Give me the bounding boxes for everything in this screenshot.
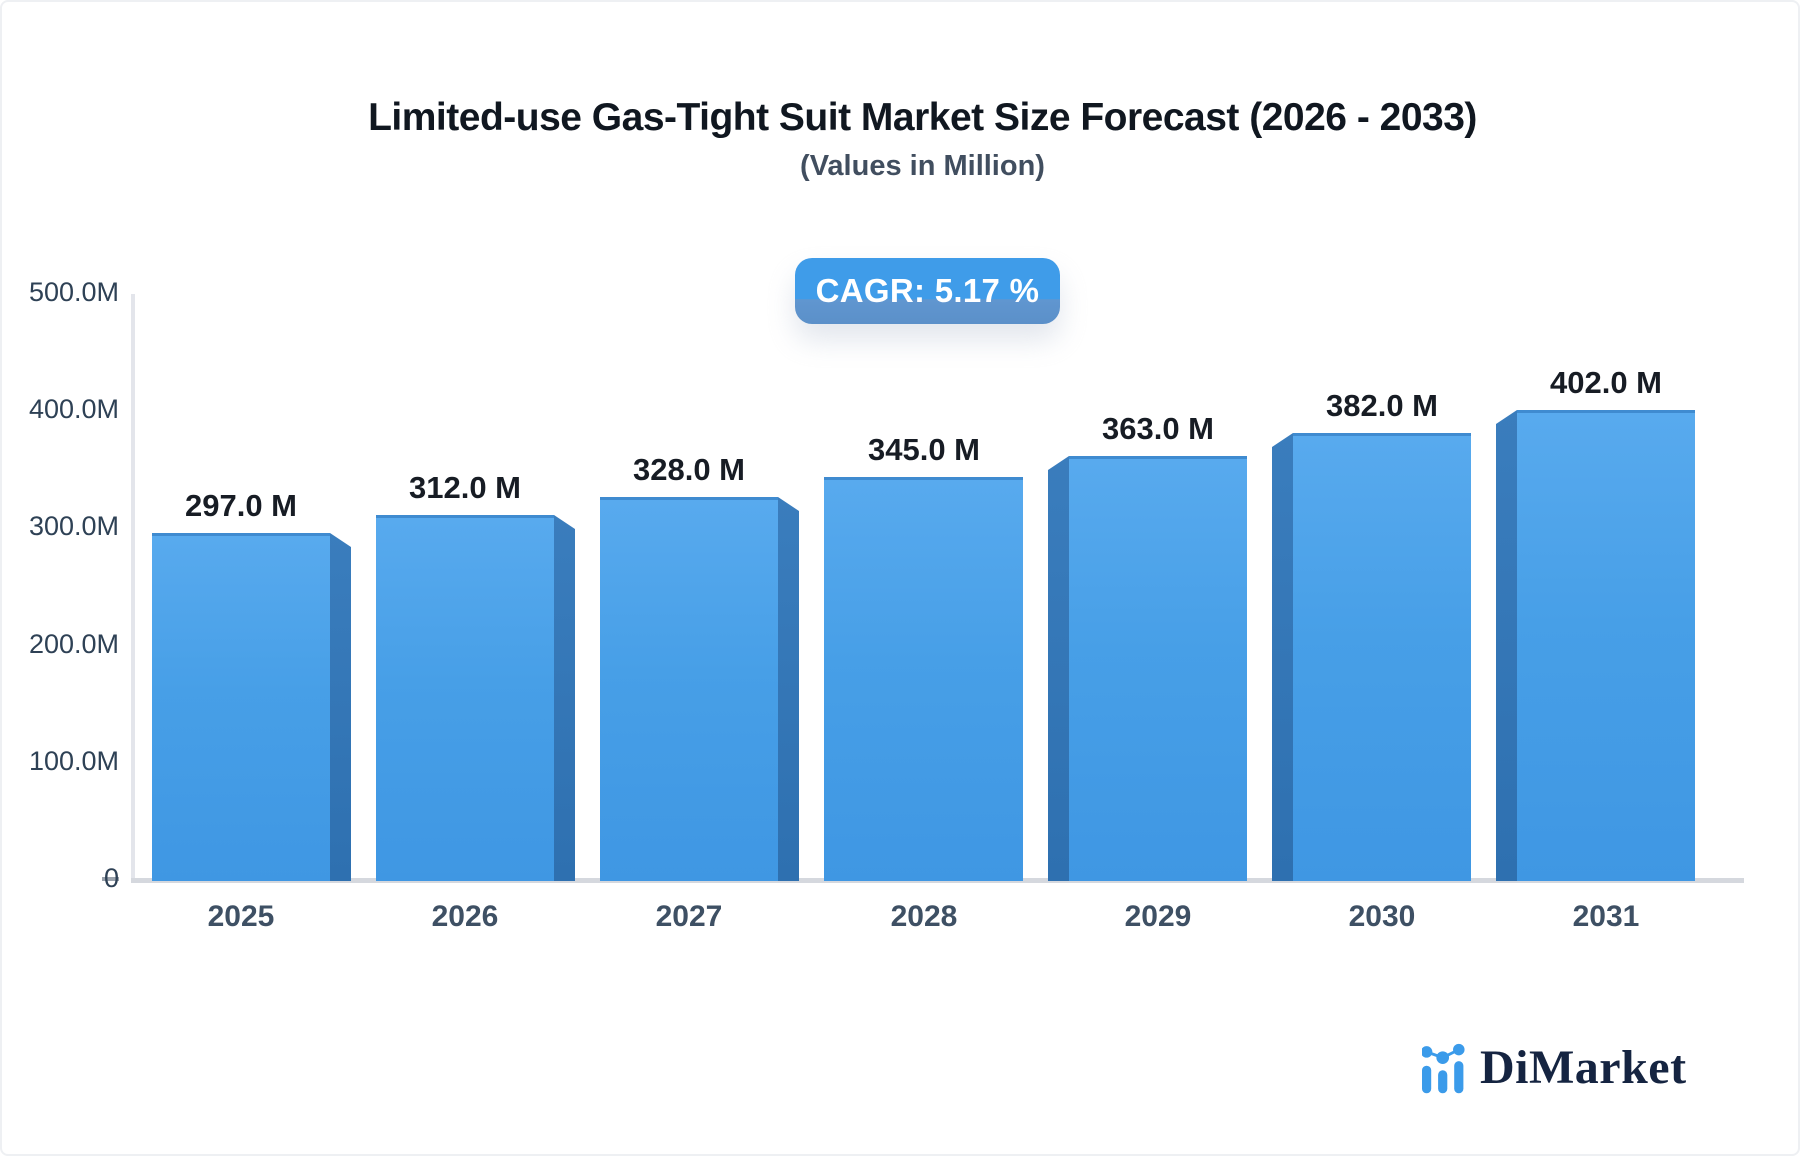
x-axis-category-label: 2025 <box>207 900 275 933</box>
bar-value-label: 402.0 M <box>1549 365 1662 400</box>
bar-value-label: 312.0 M <box>408 470 521 505</box>
bar-3d-side <box>1272 433 1293 881</box>
bar-face <box>1293 433 1471 881</box>
x-axis-category-label: 2031 <box>1572 900 1640 933</box>
bar-value-label: 297.0 M <box>184 488 297 523</box>
bar-face <box>1517 410 1695 881</box>
y-axis-tick-label: 0 <box>103 863 119 893</box>
bar-2031 <box>1496 410 1695 881</box>
zero-tick-mark <box>102 877 119 881</box>
bar-chart-logo-icon <box>1422 1043 1465 1094</box>
bar-face <box>376 515 554 881</box>
x-axis-category-label: 2028 <box>890 900 958 933</box>
y-axis-tick-label: 200.0M <box>28 629 119 659</box>
bar-3d-side <box>1048 456 1069 881</box>
bar-2030 <box>1272 433 1471 881</box>
bar-2026 <box>376 515 575 881</box>
y-axis-tick-label: 100.0M <box>28 746 119 776</box>
bar-2028 <box>824 477 1023 881</box>
bar-2025 <box>152 533 351 881</box>
x-axis-category-label: 2029 <box>1124 900 1192 933</box>
cagr-badge: CAGR: 5.17 % <box>795 258 1060 324</box>
cagr-badge-label: CAGR: 5.17 % <box>815 272 1040 309</box>
y-axis-tick-label: 300.0M <box>28 511 119 541</box>
bar-face <box>152 533 330 881</box>
bar-3d-side <box>554 515 575 881</box>
bar-3d-side <box>778 497 799 881</box>
chart-subtitle: (Values in Million) <box>800 150 1045 182</box>
y-axis-tick-label: 400.0M <box>28 394 119 424</box>
page-title: Limited-use Gas-Tight Suit Market Size F… <box>368 96 1477 139</box>
x-axis-category-label: 2027 <box>655 900 723 933</box>
x-axis-category-label: 2030 <box>1348 900 1416 933</box>
bar-value-label: 363.0 M <box>1101 411 1214 446</box>
bar-2029 <box>1048 456 1247 881</box>
y-axis-line <box>131 294 135 881</box>
bar-value-label: 382.0 M <box>1325 388 1438 423</box>
bar-3d-side <box>330 533 351 881</box>
bar-face <box>824 477 1023 881</box>
bar-value-label: 345.0 M <box>867 432 980 467</box>
bar-face <box>600 497 778 881</box>
y-axis-tick-label: 500.0M <box>28 277 119 307</box>
bar-2027 <box>600 497 799 881</box>
brand-logo-text: DiMarket <box>1480 1041 1687 1094</box>
brand-logo[interactable]: DiMarket <box>1422 1042 1687 1094</box>
x-axis-category-label: 2026 <box>431 900 499 933</box>
bar-3d-side <box>1496 410 1517 881</box>
bar-face <box>1069 456 1247 881</box>
bar-value-label: 328.0 M <box>632 452 745 487</box>
